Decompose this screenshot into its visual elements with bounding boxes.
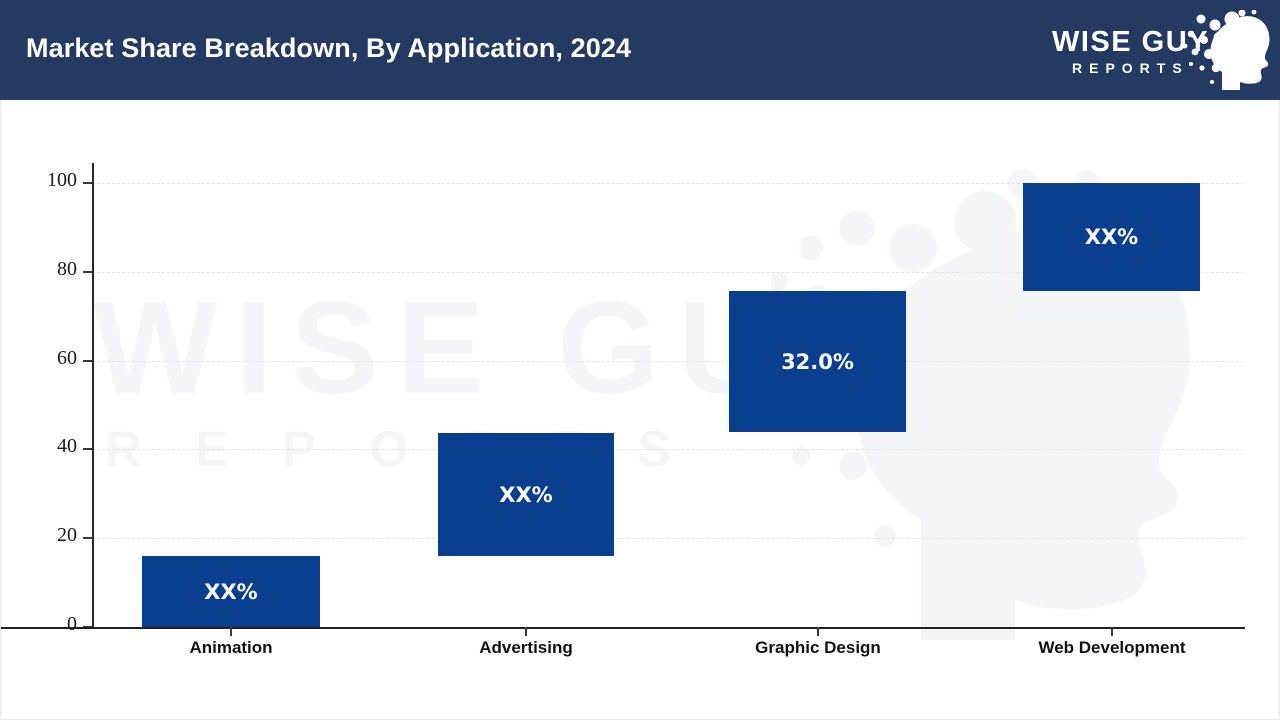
y-axis-line [92,163,94,628]
bar-advertising[interactable]: XX% [438,433,614,556]
y-tick-label: 20 [57,524,77,546]
wise-guy-head-icon [1182,10,1270,90]
gridline-80 [92,272,1244,273]
bar-web-development[interactable]: XX% [1023,183,1200,291]
y-tick-label: 60 [57,347,77,369]
bar-graphic-design[interactable]: 32.0% [729,291,906,432]
y-tick-mark [83,360,92,362]
y-tick-mark [83,271,92,273]
header-bar: Market Share Breakdown, By Application, … [0,0,1280,100]
page-title: Market Share Breakdown, By Application, … [26,33,632,63]
bar-value-label: 32.0% [781,350,854,374]
gridline-40 [92,449,1244,450]
x-tick-mark-animation [230,627,232,636]
y-tick-label: 0 [67,613,77,635]
bar-value-label: XX% [204,580,258,604]
x-tick-mark-web-development [1111,627,1113,636]
x-axis-label-animation: Animation [189,638,273,657]
y-tick-mark [83,448,92,450]
x-tick-mark-advertising [525,627,527,636]
x-axis-line [1,627,1245,630]
gridline-60 [92,361,1244,362]
gridline-20 [92,538,1244,539]
logo-text-primary: WISE GUY [1052,26,1210,58]
y-tick-label: 80 [57,258,77,280]
brand-logo: WISE GUY REPORTS [1050,10,1274,90]
gridline-100 [92,183,1244,184]
bar-value-label: XX% [499,483,553,507]
bar-animation[interactable]: XX% [142,556,320,627]
logo-text-secondary: REPORTS [1072,60,1189,76]
x-axis-label-graphic-design: Graphic Design [755,638,881,657]
x-tick-mark-graphic-design [817,627,819,636]
y-tick-mark [83,182,92,184]
bar-value-label: XX% [1084,225,1139,249]
y-tick-label: 100 [47,169,77,191]
y-tick-label: 40 [57,435,77,457]
y-tick-mark [83,626,92,628]
x-axis-label-web-development: Web Development [1038,638,1186,657]
x-axis-label-advertising: Advertising [479,638,573,657]
y-tick-mark [83,537,92,539]
chart-canvas: WISE GUY REPORTS [0,100,1280,720]
